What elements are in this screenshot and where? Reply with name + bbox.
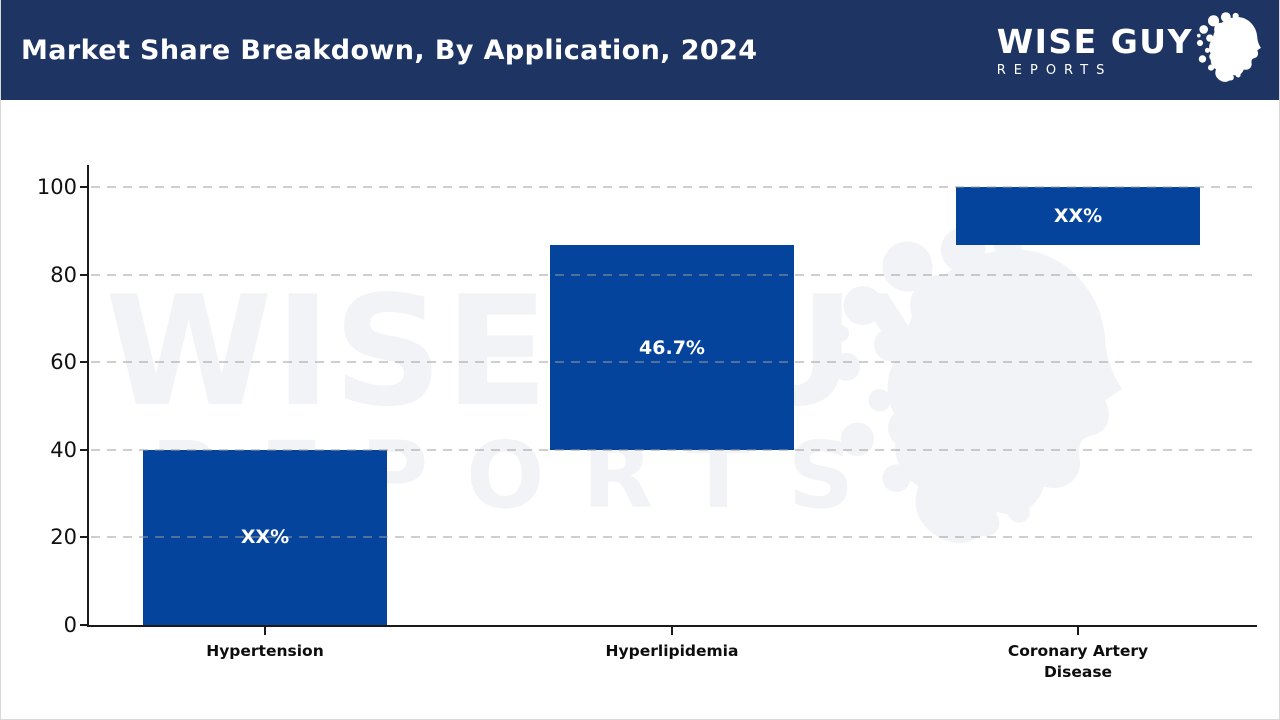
gridline [91, 273, 1255, 276]
label-layer: XX% 46.7% XX% [1, 100, 1279, 719]
x-tickmark [1077, 627, 1079, 635]
wiseguy-logo: WISE GUY REPORTS [997, 9, 1269, 93]
gridline [91, 448, 1255, 451]
y-tick-label: 60 [50, 350, 77, 375]
x-tickmark [264, 627, 266, 635]
bar-value-label: XX% [240, 526, 290, 549]
chart-plot-area: WISE GUY REPORTS 0 20 40 60 80 100 Hypertensio… [1, 100, 1279, 719]
x-category-label: Hypertension [206, 642, 324, 660]
y-tick-label: 40 [50, 437, 77, 462]
grid-layer [1, 100, 1279, 719]
logo-text: WISE GUY REPORTS [996, 22, 1193, 79]
gridline [91, 536, 1255, 539]
y-tickmark [80, 273, 87, 276]
x-tickmark [671, 627, 673, 635]
logo-subtext: REPORTS [996, 63, 1113, 78]
logo-wordmark: WISE GUY [996, 22, 1193, 61]
axis-layer: 0 20 40 60 80 100 Hypertension Hyperlipidemia Co… [1, 100, 1279, 719]
bar-value-label: XX% [1053, 205, 1103, 228]
y-tick-label: 0 [63, 613, 77, 637]
x-category-label: Hyperlipidemia [605, 642, 739, 660]
y-axis [87, 165, 89, 627]
y-tick-label: 80 [50, 262, 77, 287]
y-tickmark [80, 624, 87, 626]
y-tick-label: 100 [36, 175, 77, 199]
y-tick-label: 20 [50, 525, 77, 550]
y-tickmark [80, 536, 87, 539]
chart-title: Market Share Breakdown, By Application, … [21, 34, 758, 66]
y-tickmark [80, 361, 87, 364]
y-tickmark [80, 186, 87, 188]
gridline [91, 361, 1255, 364]
x-axis [87, 625, 1257, 627]
logo-head-icon [1195, 11, 1269, 91]
gridline [91, 186, 1255, 188]
bar-hyperlipidemia [550, 245, 794, 450]
header: Market Share Breakdown, By Application, … [1, 0, 1279, 100]
bar-value-label: 46.7% [639, 336, 705, 359]
y-tickmark [80, 448, 87, 451]
x-category-label: Coronary Artery Disease [1007, 642, 1149, 681]
